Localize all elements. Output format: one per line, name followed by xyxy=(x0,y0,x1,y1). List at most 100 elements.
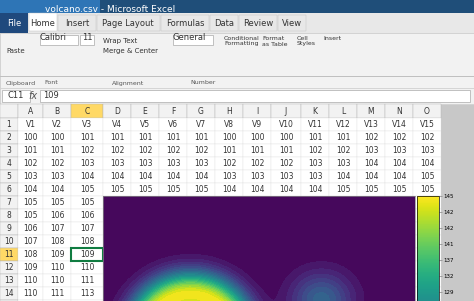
Bar xyxy=(243,287,271,300)
Text: 101: 101 xyxy=(336,133,350,142)
Text: 104: 104 xyxy=(138,172,152,181)
Bar xyxy=(159,300,187,301)
Bar xyxy=(385,287,413,300)
Text: 108: 108 xyxy=(392,224,406,233)
Bar xyxy=(301,196,329,209)
Bar xyxy=(58,15,96,31)
Bar xyxy=(271,196,301,209)
Bar xyxy=(271,170,301,183)
Bar xyxy=(215,104,243,118)
Text: 109: 109 xyxy=(43,92,59,101)
Text: 111: 111 xyxy=(110,263,124,272)
Bar xyxy=(413,131,441,144)
Text: Merge & Center: Merge & Center xyxy=(103,48,158,54)
Bar xyxy=(103,235,131,248)
Bar xyxy=(271,248,301,261)
Text: 113: 113 xyxy=(308,289,322,298)
Bar xyxy=(385,222,413,235)
Text: 113: 113 xyxy=(250,289,264,298)
Bar xyxy=(301,248,329,261)
Bar xyxy=(2,90,30,102)
Text: 108: 108 xyxy=(166,224,180,233)
Text: V11: V11 xyxy=(308,120,322,129)
Bar xyxy=(18,235,43,248)
Bar xyxy=(0,209,18,222)
Bar xyxy=(215,131,243,144)
Text: 108: 108 xyxy=(222,237,236,246)
Bar xyxy=(357,170,385,183)
Bar xyxy=(271,131,301,144)
Bar xyxy=(18,118,43,131)
Text: 107: 107 xyxy=(110,211,124,220)
Text: 107: 107 xyxy=(222,224,236,233)
Bar xyxy=(413,170,441,183)
Bar xyxy=(187,300,215,301)
Bar xyxy=(103,209,131,222)
Text: 101: 101 xyxy=(166,133,180,142)
Bar xyxy=(159,144,187,157)
Bar xyxy=(413,235,441,248)
Text: 102: 102 xyxy=(194,146,208,155)
Bar xyxy=(103,118,131,131)
Bar xyxy=(329,222,357,235)
Text: 109: 109 xyxy=(166,237,180,246)
Bar xyxy=(71,183,103,196)
Bar xyxy=(0,300,18,301)
Bar xyxy=(159,170,187,183)
Bar xyxy=(71,222,103,235)
Bar xyxy=(215,209,243,222)
Bar xyxy=(215,157,243,170)
Bar xyxy=(329,248,357,261)
Bar xyxy=(243,209,271,222)
Bar xyxy=(43,104,71,118)
Bar xyxy=(0,13,28,33)
Bar xyxy=(187,144,215,157)
Text: fx: fx xyxy=(28,91,37,101)
Text: 129: 129 xyxy=(420,289,434,298)
Bar xyxy=(0,118,18,131)
Bar xyxy=(43,222,71,235)
Text: 111: 111 xyxy=(364,263,378,272)
Text: 100: 100 xyxy=(23,133,38,142)
Text: 105: 105 xyxy=(250,198,264,207)
Bar xyxy=(413,196,441,209)
Text: 115: 115 xyxy=(138,289,152,298)
Text: 104: 104 xyxy=(110,172,124,181)
Text: 106: 106 xyxy=(166,198,180,207)
Bar xyxy=(385,235,413,248)
Text: Number: Number xyxy=(190,80,215,85)
Bar xyxy=(215,261,243,274)
Bar xyxy=(43,300,71,301)
Text: 107: 107 xyxy=(308,224,322,233)
Text: 104: 104 xyxy=(166,172,180,181)
Text: 105: 105 xyxy=(110,185,124,194)
Bar xyxy=(187,222,215,235)
Text: E: E xyxy=(143,107,147,116)
Text: 103: 103 xyxy=(166,159,180,168)
Bar xyxy=(43,183,71,196)
Bar xyxy=(18,157,43,170)
Text: 106: 106 xyxy=(50,211,64,220)
Bar xyxy=(18,104,43,118)
Text: V2: V2 xyxy=(52,120,62,129)
Text: 111: 111 xyxy=(166,263,180,272)
Bar xyxy=(301,144,329,157)
Text: 108: 108 xyxy=(279,237,293,246)
Bar xyxy=(329,170,357,183)
Bar xyxy=(159,118,187,131)
Bar xyxy=(413,157,441,170)
Bar xyxy=(329,287,357,300)
Text: 1: 1 xyxy=(7,120,11,129)
Text: 102: 102 xyxy=(138,146,152,155)
Bar xyxy=(413,104,441,118)
Text: 108: 108 xyxy=(23,250,38,259)
Text: V3: V3 xyxy=(82,120,92,129)
Text: 107: 107 xyxy=(336,224,350,233)
Bar xyxy=(0,196,18,209)
Bar xyxy=(0,274,18,287)
Text: 115: 115 xyxy=(364,289,378,298)
Text: 113: 113 xyxy=(364,276,378,285)
Bar xyxy=(187,183,215,196)
Text: 102: 102 xyxy=(250,159,264,168)
Text: 106: 106 xyxy=(250,211,264,220)
